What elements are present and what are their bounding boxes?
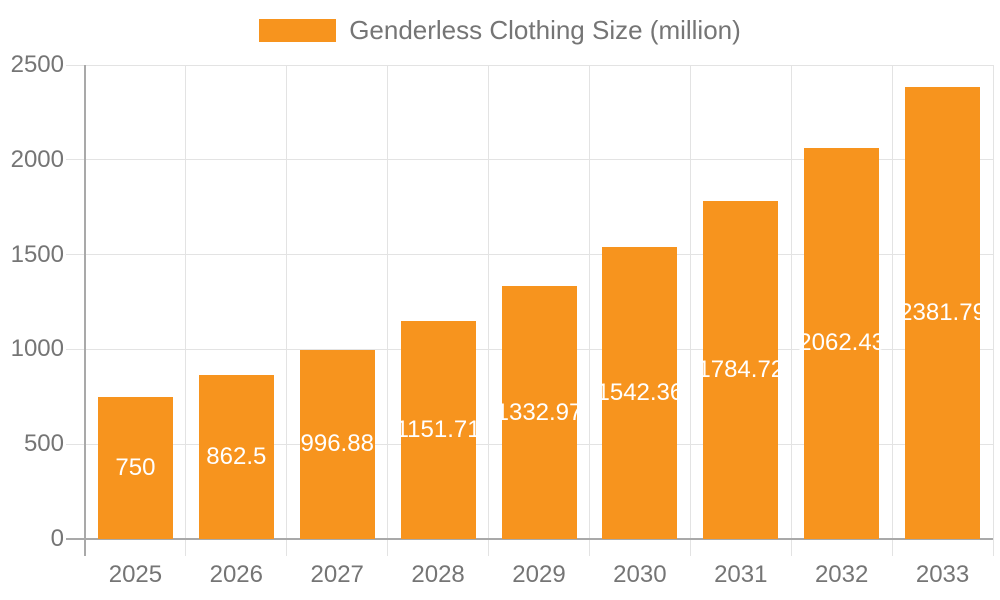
x-tick-label-2032: 2032 <box>814 561 869 588</box>
y-tick-label-1000: 1000 <box>10 335 64 363</box>
gridline-v-4 <box>488 65 490 556</box>
gridline-v-7 <box>790 65 792 556</box>
bar-2026[interactable]: 862.5 <box>198 375 274 539</box>
x-tick-label-2026: 2026 <box>209 561 263 588</box>
y-tick-label-0: 0 <box>50 525 64 552</box>
y-tick-label-500: 500 <box>23 430 64 458</box>
bar-2031[interactable]: 1784.72 <box>697 200 784 539</box>
x-tick-label-2029: 2029 <box>512 561 566 588</box>
x-tick-label-2030: 2030 <box>613 561 667 588</box>
bar-2033[interactable]: 2381.79 <box>899 87 986 539</box>
gridline-h-2000 <box>66 159 993 161</box>
x-tick-label-2025: 2025 <box>108 561 163 588</box>
bar-value-label: 2062.43 <box>798 329 886 357</box>
gridline-v-1 <box>185 65 187 556</box>
y-tick-label-2500: 2500 <box>10 51 64 78</box>
gridline-v-5 <box>588 65 590 556</box>
x-tick-label-2027: 2027 <box>310 561 364 588</box>
bar-2030[interactable]: 1542.36 <box>596 246 683 539</box>
y-axis-line <box>84 65 86 556</box>
bar-value-label: 996.88 <box>300 430 374 458</box>
gridline-v-8 <box>891 65 893 556</box>
legend-label: Genderless Clothing Size (million) <box>349 15 741 45</box>
gridline-h-2500 <box>66 64 993 66</box>
y-tick-label-1500: 1500 <box>10 240 64 268</box>
bar-value-label: 1332.97 <box>495 398 583 426</box>
gridline-v-3 <box>387 65 389 556</box>
bar-2028[interactable]: 1151.71 <box>396 320 481 539</box>
x-tick-label-2028: 2028 <box>411 561 465 588</box>
x-axis-line <box>66 538 993 540</box>
bar-value-label: 1784.72 <box>697 355 785 383</box>
gridline-v-2 <box>286 65 288 556</box>
gridline-v-9 <box>992 65 994 556</box>
plot-area: 750 862.5 996.88 1151.71 1332.97 1542.36 1784.… <box>11 51 994 588</box>
bar-2032[interactable]: 2062.43 <box>798 147 885 539</box>
bar-value-label: 1542.36 <box>596 378 684 406</box>
bar-value-label: 2381.79 <box>899 299 986 327</box>
bar-2025[interactable]: 750 <box>97 396 173 539</box>
gridline-h-1500 <box>66 254 993 256</box>
bar-value-label: 1151.71 <box>395 415 481 443</box>
gridline-v-6 <box>689 65 691 556</box>
bar-value-label: 750 <box>115 453 156 481</box>
x-tick-label-2031: 2031 <box>714 561 768 588</box>
legend[interactable]: Genderless Clothing Size (million) <box>0 17 1000 43</box>
x-tick-label-2033: 2033 <box>915 561 970 588</box>
legend-swatch <box>259 18 337 42</box>
bar-value-label: 862.5 <box>206 443 267 471</box>
bar-2029[interactable]: 1332.97 <box>496 286 582 539</box>
y-tick-label-2000: 2000 <box>10 145 64 173</box>
bar-2027[interactable]: 996.88 <box>299 349 375 539</box>
